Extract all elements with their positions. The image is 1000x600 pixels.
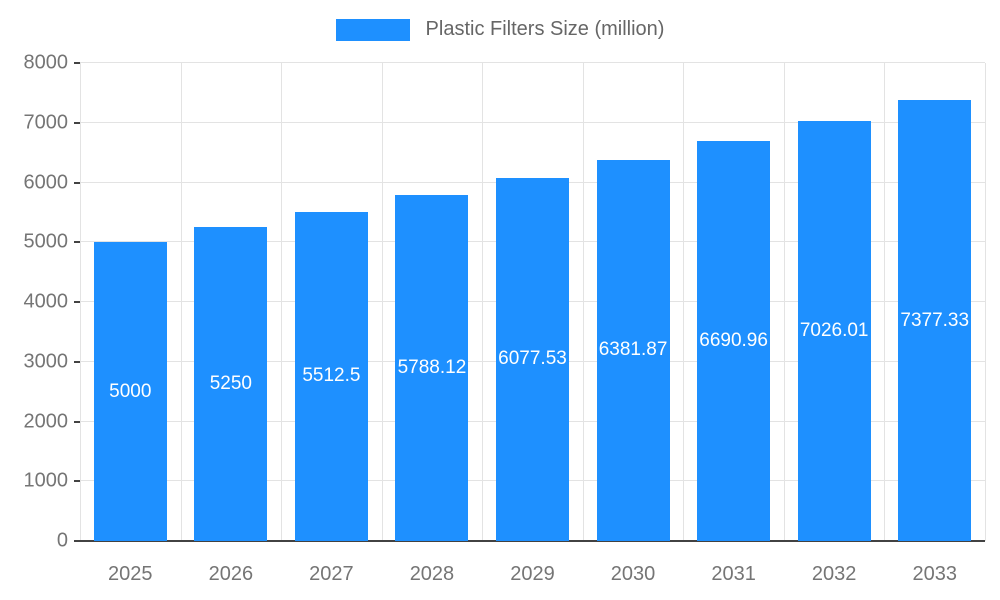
gridline-vertical xyxy=(281,63,283,541)
legend-swatch xyxy=(335,18,410,41)
bar xyxy=(496,177,569,541)
plot-area: 5000 5250 5512.5 5788.12 6077.53 6381.87 6690.… xyxy=(74,62,986,542)
y-tick-label: 7000 xyxy=(23,111,69,134)
y-axis-tick xyxy=(74,241,80,244)
y-tick-label: 6000 xyxy=(23,171,69,193)
x-tick-label: 2029 xyxy=(510,563,555,585)
legend-label: Plastic Filters Size (million) xyxy=(425,18,665,40)
bar-value-label: 5000 xyxy=(109,380,152,402)
gridline-vertical xyxy=(180,63,182,541)
gridline-vertical xyxy=(683,63,685,541)
y-axis-tick xyxy=(74,62,80,64)
gridline-vertical xyxy=(985,63,986,541)
x-tick-label: 2033 xyxy=(912,563,957,585)
bar-value-label: 7026.01 xyxy=(799,320,869,342)
y-tick-label: 0 xyxy=(56,529,68,552)
bar-value-label: 5250 xyxy=(209,373,252,395)
bar-value-label: 6077.53 xyxy=(498,348,567,370)
y-axis-tick xyxy=(74,301,80,303)
gridline-horizontal xyxy=(80,62,985,63)
bar-value-label: 5788.12 xyxy=(397,357,467,379)
y-tick-label: 5000 xyxy=(23,230,69,253)
bar xyxy=(294,211,368,541)
chart-legend[interactable]: Plastic Filters Size (million) xyxy=(0,18,1000,41)
x-tick-label: 2026 xyxy=(208,563,254,585)
bar xyxy=(596,159,670,541)
y-axis-tick xyxy=(74,121,80,124)
y-axis-tick xyxy=(74,540,80,542)
x-tick-label: 2027 xyxy=(309,563,354,585)
x-tick-label: 2031 xyxy=(711,563,756,585)
y-axis-tick xyxy=(74,420,80,423)
gridline-vertical xyxy=(884,63,886,541)
gridline-vertical xyxy=(381,63,383,541)
bar xyxy=(697,141,771,541)
y-tick-label: 4000 xyxy=(23,290,69,313)
bar-value-label: 5512.5 xyxy=(302,365,361,387)
bar-value-label: 6690.96 xyxy=(699,330,768,352)
y-tick-label: 8000 xyxy=(23,51,69,74)
bar xyxy=(194,227,268,541)
bar xyxy=(93,242,167,541)
x-tick-label: 2025 xyxy=(108,563,153,585)
bar-value-label: 6381.87 xyxy=(598,339,668,361)
bar xyxy=(797,121,871,541)
x-axis-line xyxy=(80,540,985,542)
gridline-vertical xyxy=(80,63,81,541)
y-axis-tick xyxy=(74,480,80,483)
gridline-vertical xyxy=(783,63,785,541)
y-axis-tick xyxy=(74,360,80,363)
x-tick-label: 2028 xyxy=(409,563,455,585)
gridline-vertical xyxy=(482,63,484,541)
y-tick-label: 1000 xyxy=(23,469,69,492)
y-axis-tick xyxy=(74,181,80,184)
x-tick-label: 2032 xyxy=(811,563,857,585)
x-tick-label: 2030 xyxy=(610,563,656,585)
gridline-vertical xyxy=(582,63,584,541)
bar-value-label: 7377.33 xyxy=(900,309,970,331)
bar xyxy=(395,195,469,541)
y-tick-label: 2000 xyxy=(23,410,69,432)
gridline-horizontal xyxy=(80,121,985,123)
y-tick-label: 3000 xyxy=(23,350,69,373)
bar xyxy=(898,100,972,541)
